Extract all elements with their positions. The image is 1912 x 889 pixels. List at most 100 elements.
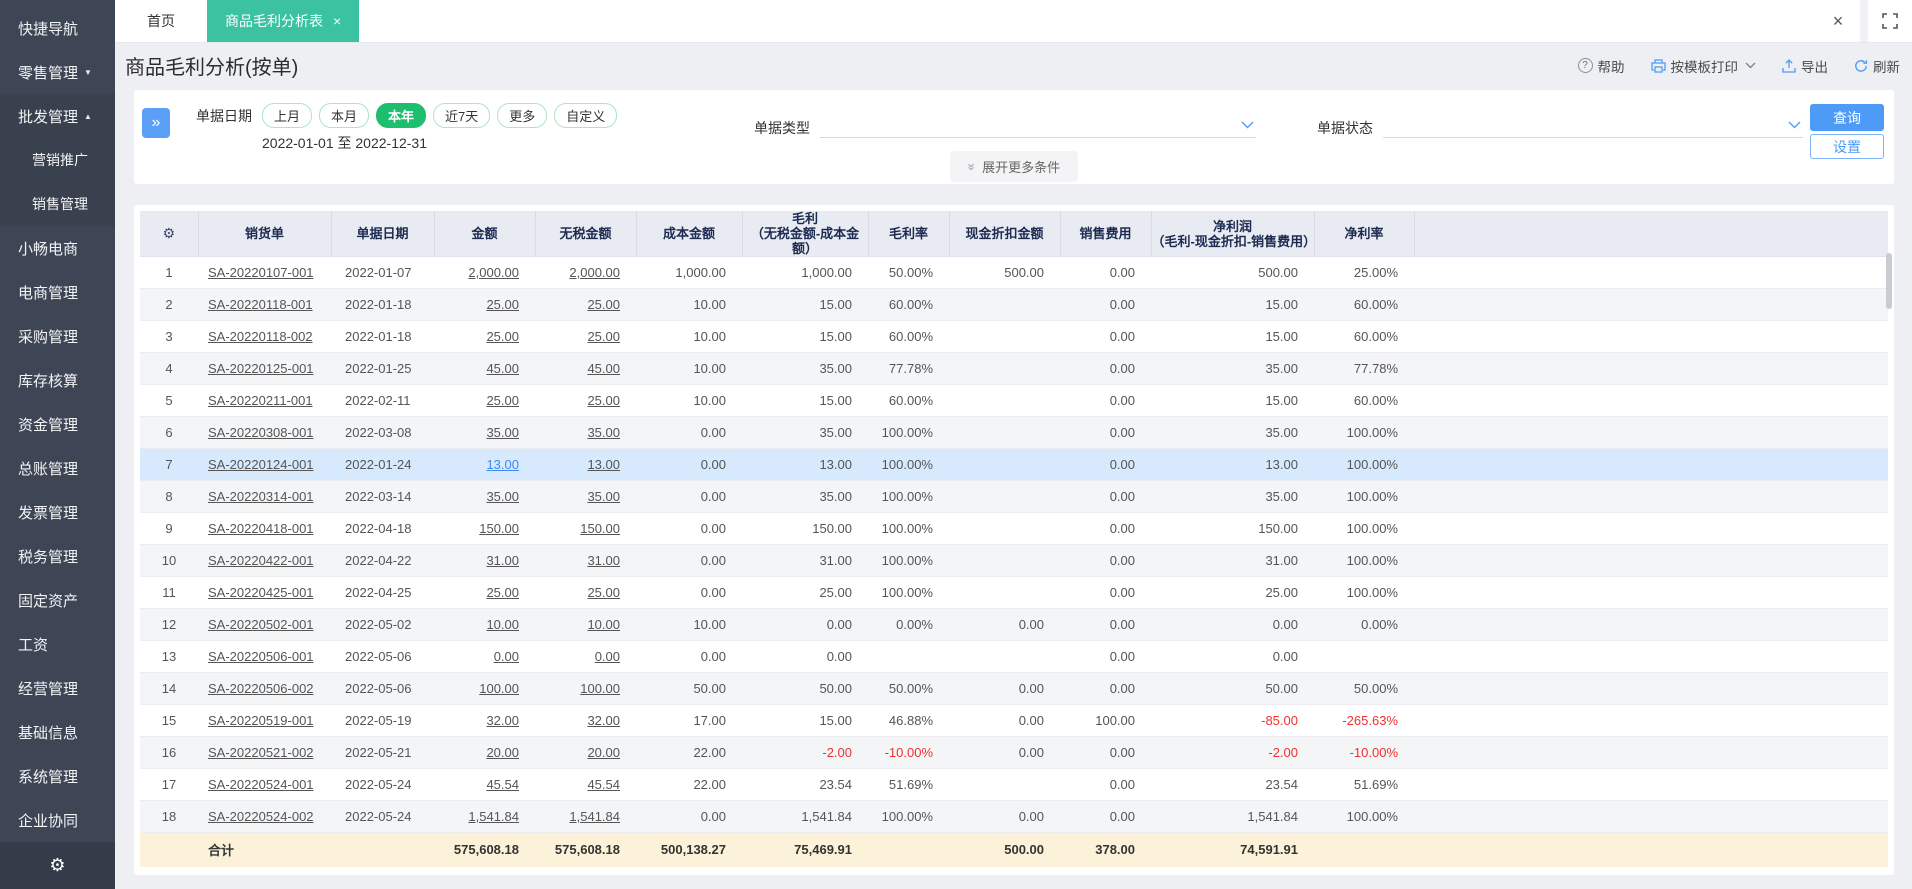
print-by-template-button[interactable]: 按模板打印 [1650, 56, 1757, 76]
amount-link[interactable]: 100.00 [479, 681, 519, 696]
amount-notax-link[interactable]: 25.00 [587, 297, 620, 312]
sidebar-item-basic-info[interactable]: 基础信息 [0, 710, 115, 754]
date-option-pill[interactable]: 本月 [319, 103, 370, 128]
amount-notax-link[interactable]: 150.00 [580, 521, 620, 536]
amount-link[interactable]: 35.00 [486, 489, 519, 504]
order-link[interactable]: SA-20220502-001 [208, 617, 314, 632]
sidebar-item-operations[interactable]: 经营管理 [0, 666, 115, 710]
sidebar-item-general-ledger[interactable]: 总账管理 [0, 446, 115, 490]
date-option-pill[interactable]: 本年 [376, 103, 427, 128]
column-settings-gear-icon[interactable]: ⚙ [140, 211, 199, 257]
date-range-value[interactable]: 2022-01-01 至 2022-12-31 [262, 135, 428, 151]
sidebar-item-wholesale[interactable]: 批发管理 ▲ [0, 94, 115, 138]
order-link[interactable]: SA-20220506-002 [208, 681, 314, 696]
sidebar-item-xiaochang-ecom[interactable]: 小畅电商 [0, 226, 115, 270]
amount-link[interactable]: 45.00 [486, 361, 519, 376]
amount-notax-link[interactable]: 2,000.00 [569, 265, 620, 280]
table-row[interactable]: 11 SA-20220425-001 2022-04-25 25.00 25.00 0.0… [140, 576, 1888, 609]
order-link[interactable]: SA-20220422-001 [208, 553, 314, 568]
sidebar-item-purchase[interactable]: 采购管理 [0, 314, 115, 358]
table-row[interactable]: 2 SA-20220118-001 2022-01-18 25.00 25.00 10.0… [140, 288, 1888, 321]
sidebar-item-retail[interactable]: 零售管理 ▼ [0, 50, 115, 94]
amount-notax-link[interactable]: 31.00 [587, 553, 620, 568]
help-button[interactable]: ? 帮助 [1577, 56, 1625, 76]
amount-notax-link[interactable]: 25.00 [587, 585, 620, 600]
table-row[interactable]: 7 SA-20220124-001 2022-01-24 13.00 13.00 0.00… [140, 448, 1888, 481]
table-row[interactable]: 8 SA-20220314-001 2022-03-14 35.00 35.00 0.00… [140, 480, 1888, 513]
amount-notax-link[interactable]: 1,541.84 [569, 809, 620, 824]
table-row[interactable]: 18 SA-20220524-002 2022-05-24 1,541.84 1,541… [140, 800, 1888, 833]
date-option-pill[interactable]: 自定义 [554, 103, 618, 128]
order-link[interactable]: SA-20220107-001 [208, 265, 314, 280]
tab-home[interactable]: 首页 [147, 13, 175, 29]
order-link[interactable]: SA-20220314-001 [208, 489, 314, 504]
amount-notax-link[interactable]: 35.00 [587, 425, 620, 440]
amount-link[interactable]: 32.00 [486, 713, 519, 728]
sidebar-item-ecom[interactable]: 电商管理 [0, 270, 115, 314]
table-row[interactable]: 6 SA-20220308-001 2022-03-08 35.00 35.00 0.00… [140, 416, 1888, 449]
amount-link[interactable]: 150.00 [479, 521, 519, 536]
tab-gross-margin-report[interactable]: 商品毛利分析表 × [207, 0, 360, 42]
sidebar-item-sales[interactable]: 销售管理 [0, 182, 115, 226]
amount-notax-link[interactable]: 13.00 [587, 457, 620, 472]
sidebar-item-quick-nav[interactable]: 快捷导航 [0, 6, 115, 50]
table-row[interactable]: 14 SA-20220506-002 2022-05-06 100.00 100.00 5… [140, 672, 1888, 705]
amount-link[interactable]: 25.00 [486, 297, 519, 312]
amount-link[interactable]: 25.00 [486, 585, 519, 600]
sidebar-item-funds[interactable]: 资金管理 [0, 402, 115, 446]
amount-notax-link[interactable]: 20.00 [587, 745, 620, 760]
sidebar-item-payroll[interactable]: 工资 [0, 622, 115, 666]
doc-status-select[interactable] [1383, 112, 1803, 138]
doc-type-select[interactable] [820, 112, 1256, 138]
table-row[interactable]: 17 SA-20220524-001 2022-05-24 45.54 45.54 22.… [140, 768, 1888, 801]
amount-link[interactable]: 13.00 [486, 457, 519, 472]
close-window-icon[interactable]: × [1816, 0, 1860, 42]
amount-link[interactable]: 45.54 [486, 777, 519, 792]
order-link[interactable]: SA-20220124-001 [208, 457, 314, 472]
amount-link[interactable]: 25.00 [486, 393, 519, 408]
amount-notax-link[interactable]: 35.00 [587, 489, 620, 504]
order-link[interactable]: SA-20220425-001 [208, 585, 314, 600]
order-link[interactable]: SA-20220125-001 [208, 361, 314, 376]
table-row[interactable]: 16 SA-20220521-002 2022-05-21 20.00 20.00 22.… [140, 736, 1888, 769]
order-link[interactable]: SA-20220418-001 [208, 521, 314, 536]
sidebar-item-fixed-assets[interactable]: 固定资产 [0, 578, 115, 622]
sidebar-item-tax[interactable]: 税务管理 [0, 534, 115, 578]
amount-notax-link[interactable]: 100.00 [580, 681, 620, 696]
date-option-pill[interactable]: 上月 [262, 103, 313, 128]
order-link[interactable]: SA-20220211-001 [208, 393, 313, 408]
order-link[interactable]: SA-20220118-001 [208, 297, 313, 312]
date-option-pill[interactable]: 近7天 [433, 103, 491, 128]
query-button[interactable]: 查询 [1810, 104, 1884, 131]
settings-button[interactable]: 设置 [1810, 134, 1884, 159]
amount-notax-link[interactable]: 25.00 [587, 393, 620, 408]
settings-gear-icon[interactable]: ⚙ [49, 855, 66, 875]
export-button[interactable]: 导出 [1782, 56, 1828, 76]
expand-more-conditions-button[interactable]: » 展开更多条件 [949, 151, 1079, 182]
order-link[interactable]: SA-20220524-001 [208, 777, 314, 792]
amount-link[interactable]: 10.00 [486, 617, 519, 632]
sidebar-item-inventory-accounting[interactable]: 库存核算 [0, 358, 115, 402]
sidebar-item-collaboration[interactable]: 企业协同 [0, 798, 115, 842]
amount-link[interactable]: 1,541.84 [468, 809, 519, 824]
table-row[interactable]: 13 SA-20220506-001 2022-05-06 0.00 0.00 0.00 0… [140, 640, 1888, 673]
table-row[interactable]: 9 SA-20220418-001 2022-04-18 150.00 150.00 0.… [140, 512, 1888, 545]
amount-link[interactable]: 0.00 [493, 649, 519, 664]
fullscreen-icon[interactable] [1868, 0, 1912, 42]
amount-link[interactable]: 2,000.00 [468, 265, 519, 280]
refresh-button[interactable]: 刷新 [1854, 56, 1900, 76]
order-link[interactable]: SA-20220506-001 [208, 649, 314, 664]
table-row[interactable]: 4 SA-20220125-001 2022-01-25 45.00 45.00 10.0… [140, 352, 1888, 385]
order-link[interactable]: SA-20220308-001 [208, 425, 314, 440]
order-link[interactable]: SA-20220524-002 [208, 809, 314, 824]
date-option-pill[interactable]: 更多 [497, 103, 548, 128]
table-row[interactable]: 5 SA-20220211-001 2022-02-11 25.00 25.00 10.0… [140, 384, 1888, 417]
amount-notax-link[interactable]: 0.00 [594, 649, 620, 664]
sidebar-item-invoice[interactable]: 发票管理 [0, 490, 115, 534]
sidebar-item-marketing[interactable]: 营销推广 [0, 138, 115, 182]
order-link[interactable]: SA-20220519-001 [208, 713, 314, 728]
table-row[interactable]: 1 SA-20220107-001 2022-01-07 2,000.00 2,000.… [140, 256, 1888, 289]
amount-notax-link[interactable]: 10.00 [587, 617, 620, 632]
order-link[interactable]: SA-20220521-002 [208, 745, 314, 760]
amount-link[interactable]: 31.00 [486, 553, 519, 568]
